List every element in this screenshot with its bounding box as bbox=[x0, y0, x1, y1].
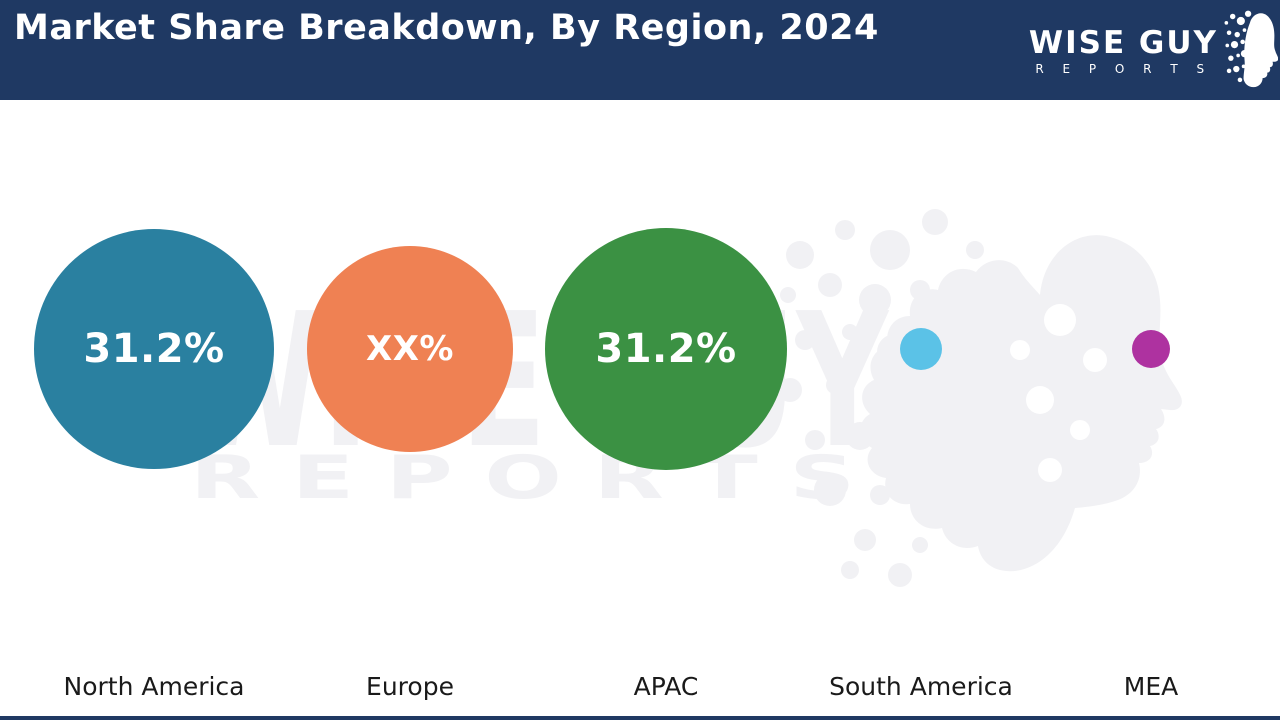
bottom-strip bbox=[0, 716, 1280, 720]
watermark-subtext: R E P O R T S bbox=[190, 443, 855, 513]
logo-text: WISE GUY R E P O R T S bbox=[1029, 25, 1218, 76]
category-label-mea: MEA bbox=[1123, 672, 1179, 701]
bubble-south-america[interactable] bbox=[900, 328, 942, 370]
chart-title: Market Share Breakdown, By Region, 2024 bbox=[14, 8, 879, 48]
plot-area: WISE GUY R E P O R T S bbox=[0, 100, 1280, 716]
category-label-apac: APAC bbox=[633, 672, 699, 701]
logo-subtext: R E P O R T S bbox=[1035, 61, 1212, 76]
category-label-south-america: South America bbox=[829, 672, 1013, 701]
bubble-europe[interactable]: XX% bbox=[307, 246, 513, 452]
bubble-value-label: 31.2% bbox=[595, 326, 737, 372]
wiseguy-head-icon bbox=[1224, 10, 1278, 88]
brand-logo: WISE GUY R E P O R T S bbox=[1029, 0, 1278, 100]
watermark-head-icon bbox=[778, 209, 1182, 587]
category-label-north-america: North America bbox=[63, 672, 245, 701]
bubble-north-america[interactable]: 31.2% bbox=[34, 229, 274, 469]
bubble-value-label: 31.2% bbox=[83, 326, 225, 372]
bubble-value-label: XX% bbox=[366, 329, 454, 369]
category-label-europe: Europe bbox=[366, 672, 454, 701]
watermark: WISE GUY R E P O R T S bbox=[183, 209, 1182, 587]
logo-wordmark: WISE GUY bbox=[1028, 24, 1218, 61]
bubble-apac[interactable]: 31.2% bbox=[545, 228, 787, 470]
header-bar: Market Share Breakdown, By Region, 2024 … bbox=[0, 0, 1280, 100]
bubble-mea[interactable] bbox=[1132, 330, 1170, 368]
